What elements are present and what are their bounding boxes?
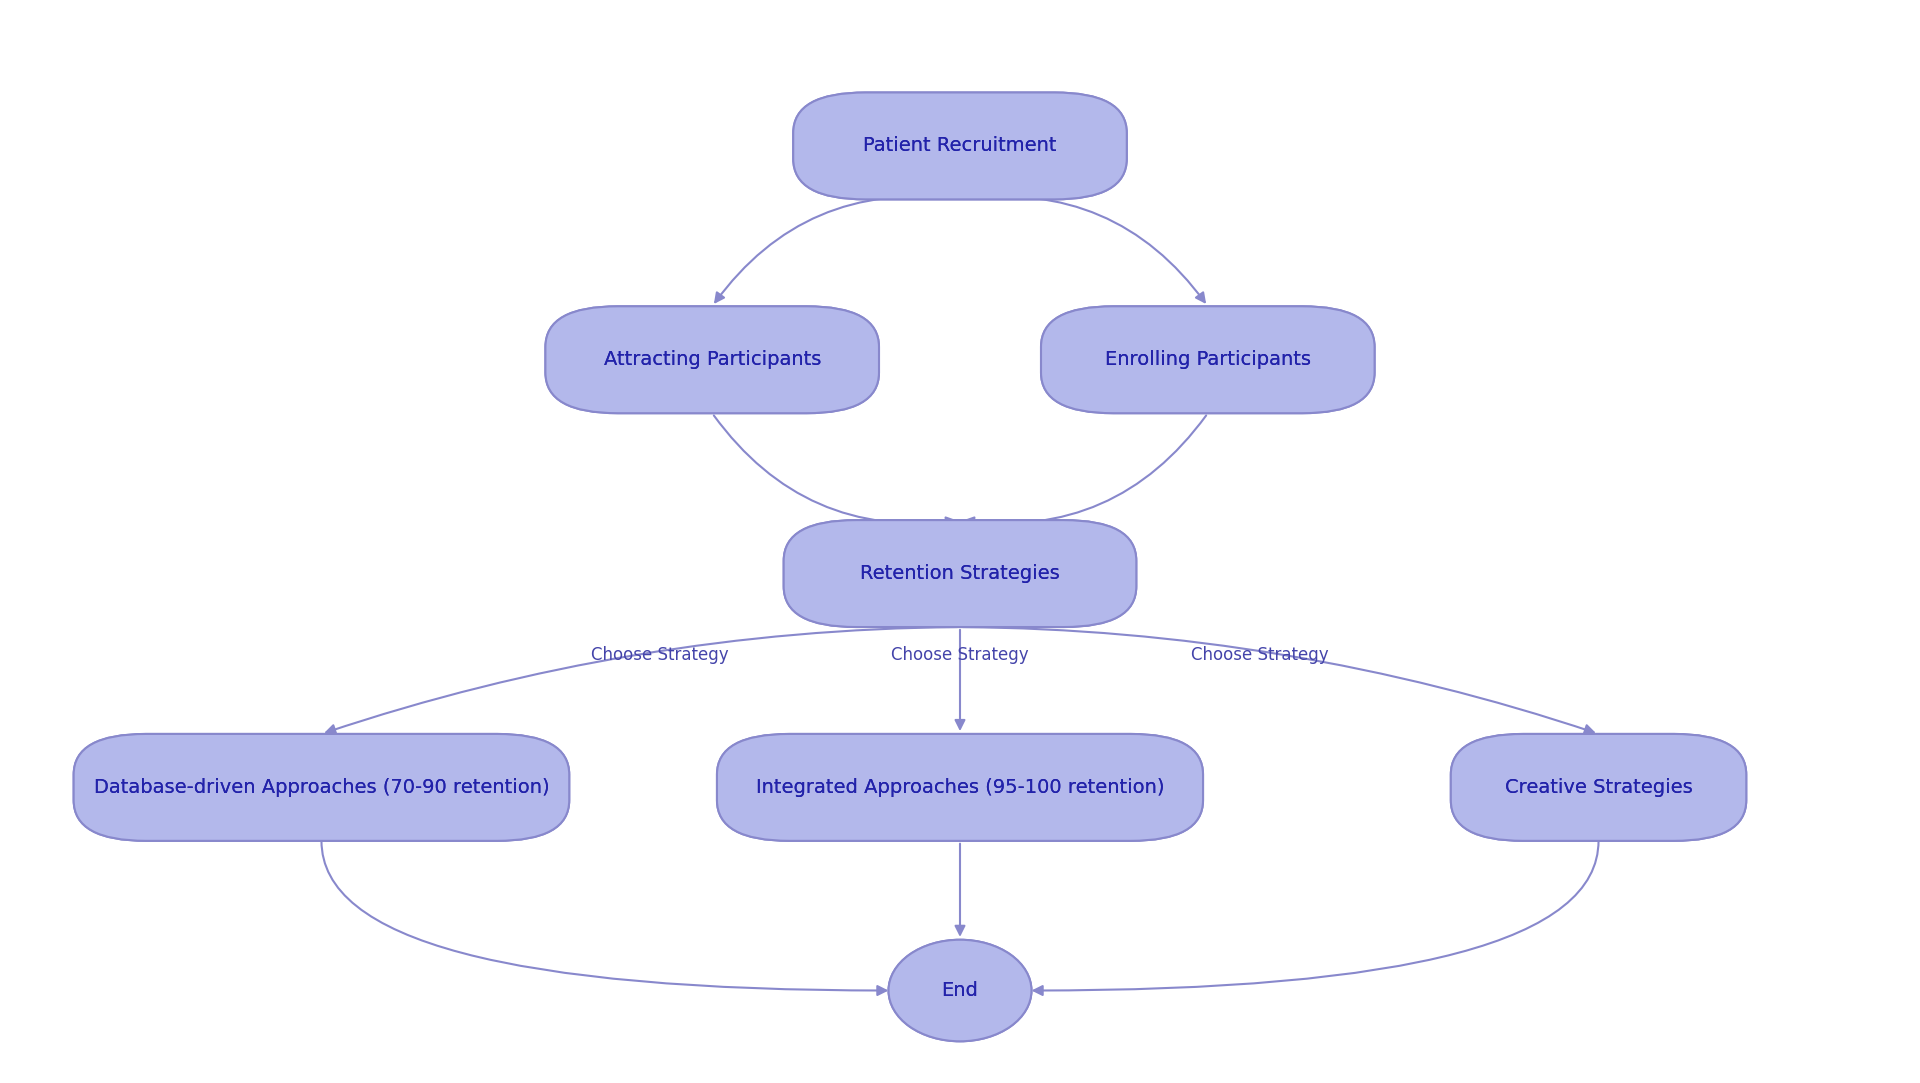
Text: Database-driven Approaches (70-90 retention): Database-driven Approaches (70-90 retent… [94, 778, 549, 797]
FancyArrowPatch shape [1033, 840, 1599, 995]
Text: Enrolling Participants: Enrolling Participants [1104, 350, 1311, 369]
FancyBboxPatch shape [73, 734, 568, 840]
FancyBboxPatch shape [793, 92, 1127, 199]
Text: Choose Strategy: Choose Strategy [1192, 647, 1329, 665]
Text: Patient Recruitment: Patient Recruitment [864, 136, 1056, 156]
Text: End: End [941, 981, 979, 1000]
Text: Creative Strategies: Creative Strategies [1505, 778, 1692, 797]
Text: Retention Strategies: Retention Strategies [860, 564, 1060, 583]
FancyBboxPatch shape [1041, 306, 1375, 414]
FancyBboxPatch shape [1452, 734, 1747, 840]
Text: Choose Strategy: Choose Strategy [591, 647, 728, 665]
FancyBboxPatch shape [545, 306, 879, 414]
FancyBboxPatch shape [1452, 734, 1747, 840]
Text: Integrated Approaches (95-100 retention): Integrated Approaches (95-100 retention) [756, 778, 1164, 797]
Text: End: End [941, 981, 979, 1000]
FancyBboxPatch shape [1041, 306, 1375, 414]
Text: Attracting Participants: Attracting Participants [603, 350, 822, 369]
Text: Choose Strategy: Choose Strategy [891, 647, 1029, 665]
FancyArrowPatch shape [321, 840, 887, 995]
Text: Creative Strategies: Creative Strategies [1505, 778, 1692, 797]
FancyBboxPatch shape [783, 520, 1137, 627]
FancyBboxPatch shape [783, 520, 1137, 627]
FancyBboxPatch shape [716, 734, 1204, 840]
Text: Attracting Participants: Attracting Participants [603, 350, 822, 369]
Text: Enrolling Participants: Enrolling Participants [1104, 350, 1311, 369]
FancyBboxPatch shape [793, 92, 1127, 199]
Text: Patient Recruitment: Patient Recruitment [864, 136, 1056, 156]
Ellipse shape [889, 940, 1031, 1042]
Text: Integrated Approaches (95-100 retention): Integrated Approaches (95-100 retention) [756, 778, 1164, 797]
FancyBboxPatch shape [545, 306, 879, 414]
Ellipse shape [889, 940, 1031, 1042]
Text: Retention Strategies: Retention Strategies [860, 564, 1060, 583]
FancyBboxPatch shape [73, 734, 568, 840]
Text: Database-driven Approaches (70-90 retention): Database-driven Approaches (70-90 retent… [94, 778, 549, 797]
FancyBboxPatch shape [716, 734, 1204, 840]
